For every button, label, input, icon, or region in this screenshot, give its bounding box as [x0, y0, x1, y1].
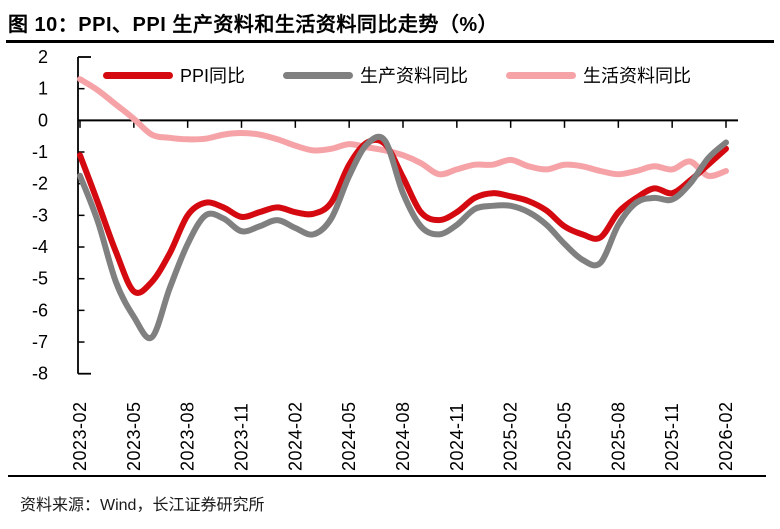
figure-bottom-rule	[8, 475, 766, 477]
legend-label-production-goods: 生产资料同比	[360, 66, 469, 86]
legend-swatch-production-goods-icon	[283, 71, 354, 79]
y-axis-tick-label: 0	[38, 110, 48, 130]
x-axis-tick-label: 2025-08	[608, 401, 628, 471]
x-axis-tick-label: 2026-02	[716, 401, 736, 471]
legend-label-ppi: PPI同比	[180, 66, 246, 86]
x-axis-tick-label: 2024-02	[285, 401, 305, 471]
y-axis-tick-label: 2	[38, 47, 48, 67]
y-axis-tick-label: -2	[32, 174, 48, 194]
production-goods-line	[77, 133, 729, 342]
y-axis-tick-label: -4	[32, 237, 48, 257]
x-axis-tick-label: 2023-02	[70, 401, 90, 471]
x-axis-tick-label: 2024-05	[339, 401, 359, 471]
title-underline	[6, 40, 774, 43]
y-axis-tick-label: -1	[32, 142, 48, 162]
source-note: 资料来源：Wind，长江证券研究所	[20, 497, 265, 514]
x-axis-tick-label: 2025-02	[501, 401, 521, 471]
figure-title: 图 10：PPI、PPI 生产资料和生活资料同比走势（%）	[8, 14, 499, 36]
y-axis-tick-label: -6	[32, 300, 48, 320]
ppi-line	[77, 136, 729, 296]
legend-label-consumer-goods: 生活资料同比	[583, 66, 692, 86]
x-axis-tick-label: 2023-11	[232, 403, 252, 471]
legend-swatch-ppi-icon	[103, 71, 173, 79]
x-axis-tick-label: 2024-08	[393, 401, 413, 471]
legend-item-production-goods: 生产资料同比	[283, 62, 468, 88]
x-axis-tick-label: 2024-11	[447, 403, 467, 471]
x-axis-tick-label: 2023-05	[124, 401, 144, 471]
y-axis-tick-label: -8	[32, 364, 48, 384]
legend-swatch-consumer-goods-icon	[506, 71, 577, 79]
x-axis-tick-label: 2025-11	[662, 403, 682, 471]
x-axis-tick-label: 2023-08	[178, 401, 198, 471]
y-axis-tick-label: -3	[32, 205, 48, 225]
x-axis-tick-label: 2025-05	[555, 401, 575, 471]
y-axis-tick-label: -7	[32, 332, 48, 352]
consumer-goods-line	[77, 76, 729, 180]
legend-item-consumer-goods: 生活资料同比	[506, 62, 691, 88]
chart-legend: PPI同比 生产资料同比 生活资料同比	[103, 62, 691, 88]
y-axis-tick-label: -5	[32, 269, 48, 289]
y-axis-tick-label: 1	[38, 79, 48, 99]
legend-item-ppi: PPI同比	[103, 62, 245, 88]
